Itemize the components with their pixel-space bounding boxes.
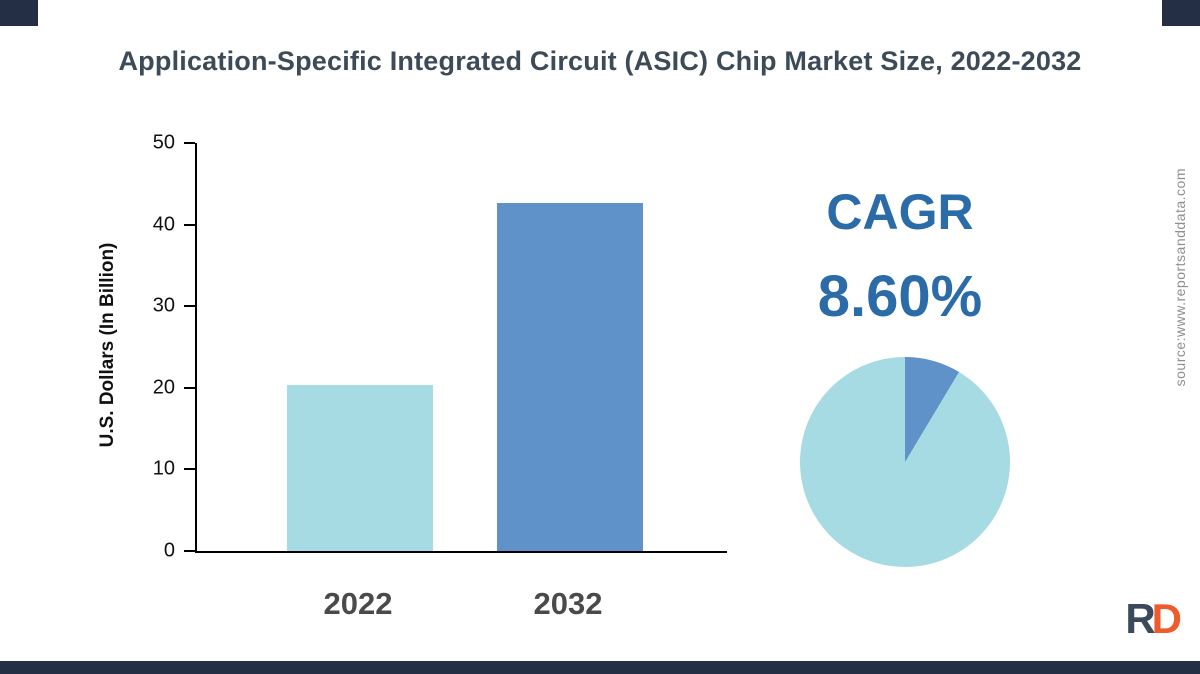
y-tick-mark-0 bbox=[184, 550, 195, 552]
x-axis-label-2032: 2032 bbox=[533, 586, 603, 621]
bar-2032 bbox=[497, 202, 643, 551]
y-tick-label-30: 30 bbox=[152, 294, 175, 317]
y-tick-label-20: 20 bbox=[152, 376, 175, 399]
y-tick-mark-10 bbox=[184, 468, 195, 471]
y-tick-label-0: 0 bbox=[163, 539, 175, 562]
y-tick-label-40: 40 bbox=[152, 213, 175, 236]
y-tick-label-10: 10 bbox=[152, 457, 175, 480]
bottom-bar-decoration bbox=[0, 661, 1200, 674]
cagr-value: 8.60% bbox=[817, 264, 983, 329]
bar-2022 bbox=[287, 385, 433, 551]
y-tick-mark-20 bbox=[184, 386, 195, 389]
y-tick-mark-30 bbox=[184, 305, 195, 308]
source-attribution: source:www.reportsanddata.com bbox=[1172, 168, 1188, 387]
page-title: Application-Specific Integrated Circuit … bbox=[118, 46, 1082, 76]
brand-logo: RD bbox=[1125, 595, 1182, 642]
logo-letter-r: R bbox=[1125, 595, 1155, 642]
x-axis-label-2022: 2022 bbox=[323, 586, 393, 621]
y-tick-mark-50 bbox=[184, 142, 195, 144]
y-tick-mark-40 bbox=[184, 223, 195, 226]
top-left-corner-decoration bbox=[0, 0, 38, 26]
top-right-corner-decoration bbox=[1162, 0, 1200, 26]
y-tick-label-50: 50 bbox=[152, 131, 175, 154]
y-axis-label: U.S. Dollars (In Billion) bbox=[97, 242, 118, 448]
cagr-label: CAGR bbox=[826, 184, 974, 240]
cagr-pie-chart bbox=[800, 357, 1010, 567]
logo-letter-d: D bbox=[1151, 595, 1182, 642]
bar-chart-plot-area: 0 10 20 30 40 50 bbox=[153, 132, 727, 562]
